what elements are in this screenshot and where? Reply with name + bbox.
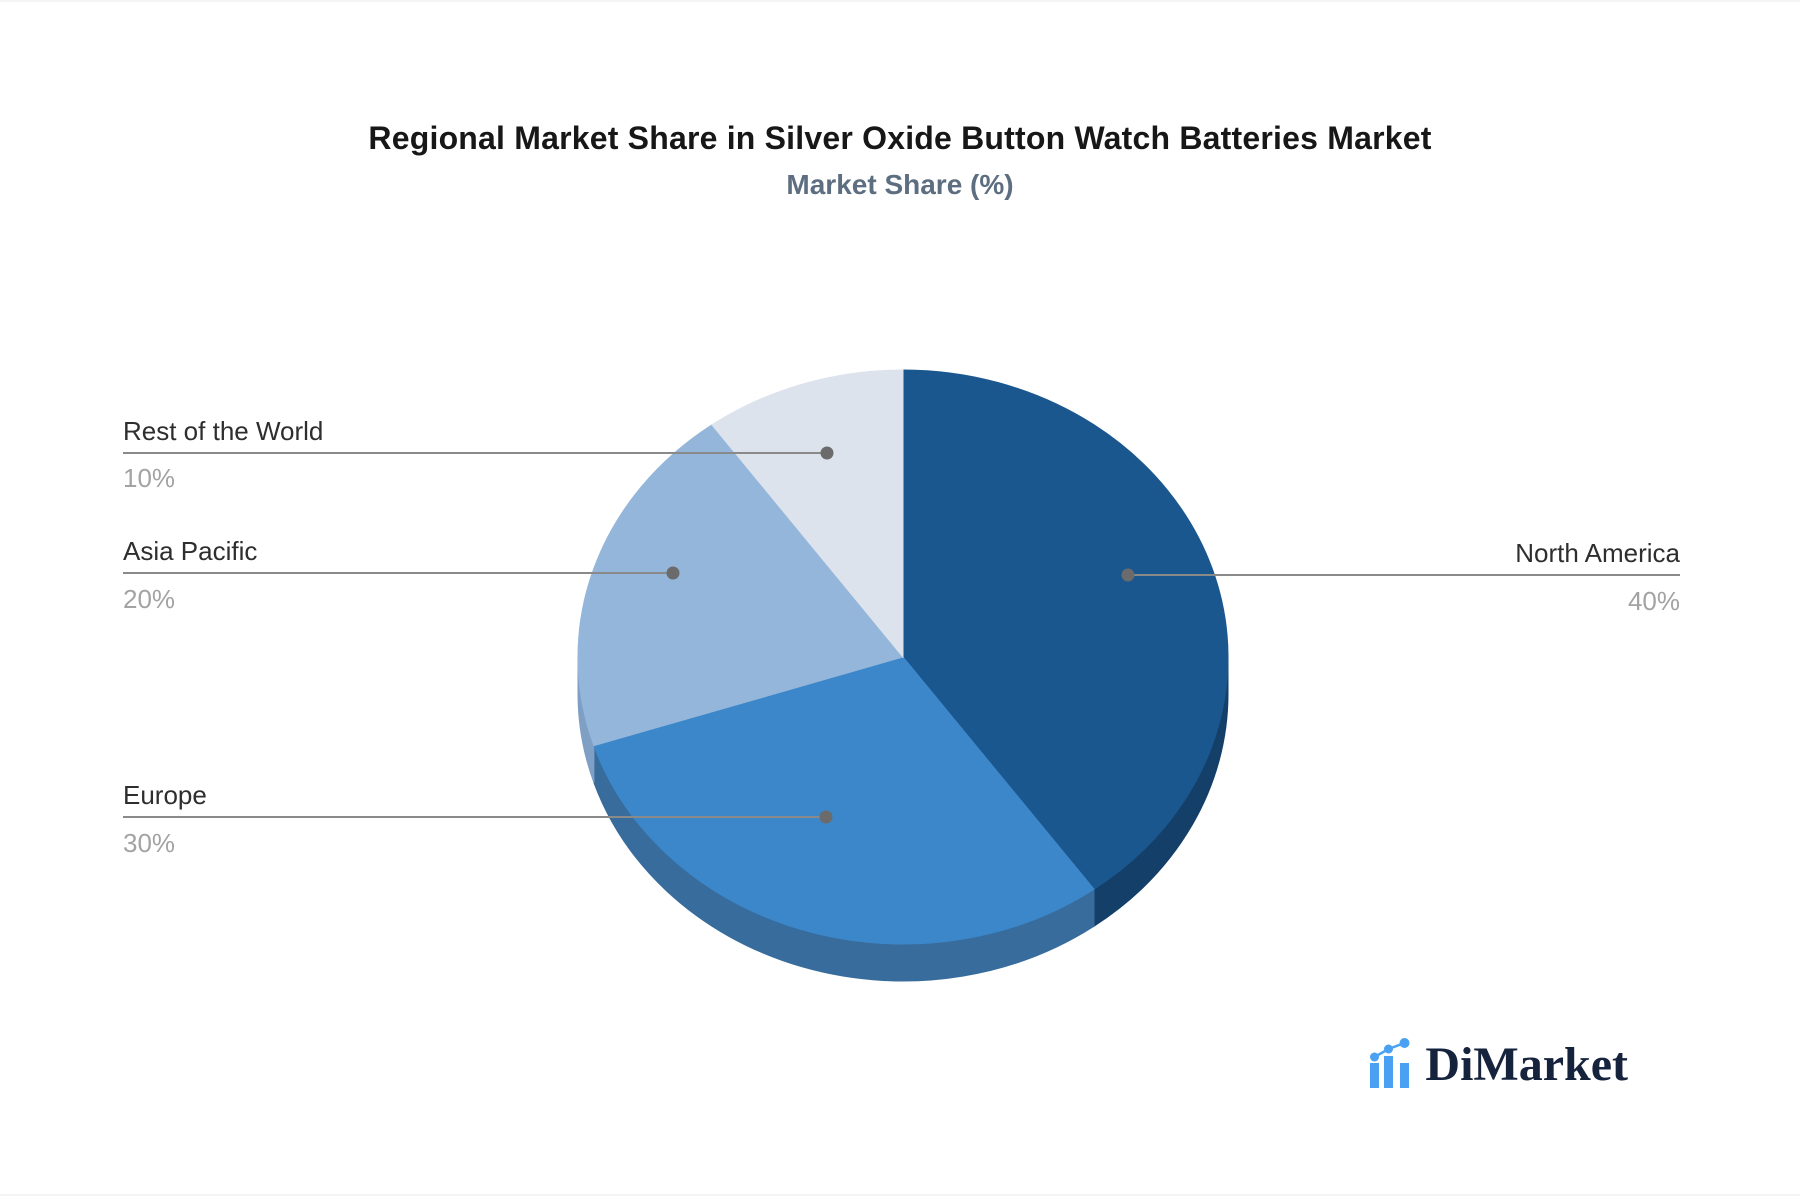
leader-dot-asia-pacific: [666, 566, 680, 580]
value-rest-of-the-world: 10%: [123, 463, 176, 493]
chart-subtitle: Market Share (%): [786, 169, 1014, 200]
leader-dot-europe: [819, 810, 833, 824]
leader-dot-north-america: [1121, 568, 1135, 582]
label-north-america: North America: [1515, 538, 1680, 568]
brand-name: DiMarket: [1425, 1038, 1628, 1091]
label-rest-of-the-world: Rest of the World: [123, 416, 324, 446]
pie-slice-rest-of-the-world: [711, 369, 904, 659]
value-europe: 30%: [123, 828, 176, 858]
brand-logo: DiMarket: [1370, 1038, 1628, 1090]
pie-slice-europe: [593, 656, 1095, 945]
pie-slice-north-america: [902, 369, 1229, 890]
chart-title: Regional Market Share in Silver Oxide Bu…: [368, 120, 1432, 156]
label-europe: Europe: [123, 780, 207, 810]
value-north-america: 40%: [1627, 586, 1680, 616]
bar-line-chart-icon: [1370, 1038, 1410, 1088]
bottom-edge-divider: [0, 1194, 1800, 1196]
leader-dot-rest-of-the-world: [820, 446, 834, 460]
value-asia-pacific: 20%: [123, 584, 176, 614]
label-asia-pacific: Asia Pacific: [123, 536, 258, 566]
top-edge-divider: [0, 0, 1800, 2]
